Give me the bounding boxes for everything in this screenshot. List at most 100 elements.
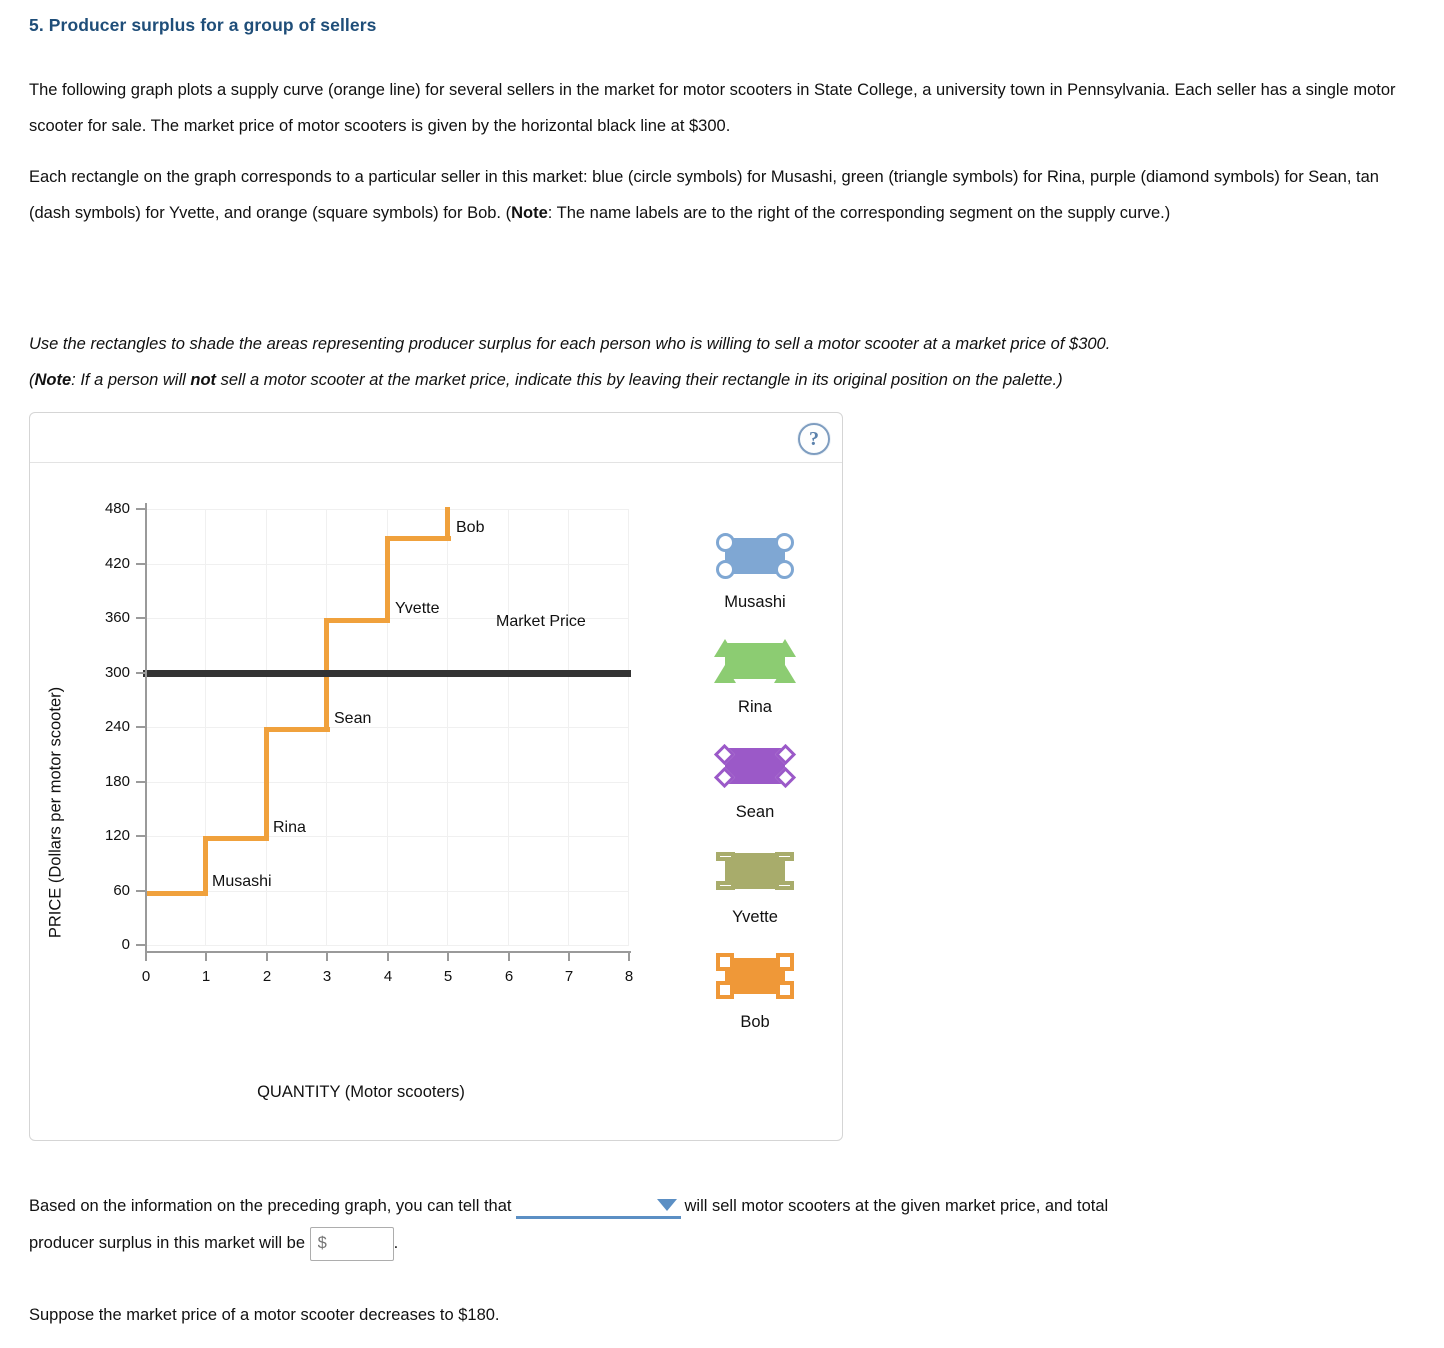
gridline-h <box>145 727 629 728</box>
gridline-h <box>145 782 629 783</box>
instruction-text-a: : If a person will <box>71 371 191 389</box>
resize-handle-circle-icon[interactable] <box>716 560 735 579</box>
resize-handle-dash-icon[interactable] <box>716 852 735 861</box>
chevron-down-icon[interactable] <box>656 1198 677 1211</box>
supply-step-musashi <box>145 891 208 896</box>
palette-item-musashi[interactable]: Musashi <box>670 533 840 612</box>
dropdown-underline <box>515 1215 681 1219</box>
resize-handle-triangle-icon[interactable] <box>774 665 796 683</box>
y-tick-label: 480 <box>104 500 130 517</box>
y-tick <box>136 617 146 619</box>
resize-handle-square-icon[interactable] <box>776 953 794 971</box>
resize-handle-dash-icon[interactable] <box>775 881 794 890</box>
y-tick-label: 300 <box>104 664 130 681</box>
palette-item-bob[interactable]: Bob <box>670 953 840 1032</box>
y-tick-label: 120 <box>104 827 130 844</box>
resize-handle-triangle-icon[interactable] <box>714 665 736 683</box>
x-tick-label: 4 <box>383 968 393 985</box>
help-icon[interactable]: ? <box>798 423 830 455</box>
y-axis-line <box>145 503 147 952</box>
supply-step-sean <box>264 727 330 732</box>
x-tick <box>326 951 328 961</box>
instruction-line-1: Use the rectangles to shade the areas re… <box>29 335 1111 353</box>
conclusion-text-a: Based on the information on the precedin… <box>29 1197 512 1215</box>
resize-handle-square-icon[interactable] <box>716 981 734 999</box>
resize-handle-dash-icon[interactable] <box>716 881 735 890</box>
graph-panel: ? PRICE (Dollars per motor scooter) QUAN… <box>29 412 843 1141</box>
y-tick <box>136 726 146 728</box>
paragraph-2-text-b: : The name labels are to the right of th… <box>547 204 1171 222</box>
x-tick-label: 7 <box>564 968 574 985</box>
producer-surplus-input[interactable] <box>309 1226 394 1261</box>
curve-annotation-rina: Rina <box>273 819 306 836</box>
y-tick <box>136 508 146 510</box>
resize-handle-triangle-icon[interactable] <box>774 639 796 657</box>
x-tick <box>568 951 570 961</box>
plot-wrapper: PRICE (Dollars per motor scooter) QUANTI… <box>30 463 844 1141</box>
y-tick-label: 420 <box>104 555 130 572</box>
resize-handle-square-icon[interactable] <box>716 953 734 971</box>
paragraph-2-note-word: Note <box>511 204 548 222</box>
resize-handle-dash-icon[interactable] <box>775 852 794 861</box>
paragraph-2-text-a: Each rectangle on the graph corresponds … <box>29 168 1379 222</box>
conclusion-text-c: producer surplus in this market will be <box>29 1234 306 1252</box>
period-text: . <box>393 1234 399 1252</box>
palette-rectangle-musashi[interactable] <box>716 533 794 579</box>
y-tick-label: 0 <box>121 936 130 953</box>
market-price-line <box>143 670 631 677</box>
supply-riser-4 <box>385 536 390 623</box>
y-tick <box>136 835 146 837</box>
y-tick <box>136 563 146 565</box>
followup-sentence: Suppose the market price of a motor scoo… <box>29 1306 500 1324</box>
seller-dropdown[interactable] <box>515 1195 681 1219</box>
supply-riser-1 <box>203 836 208 896</box>
resize-handle-circle-icon[interactable] <box>775 533 794 552</box>
palette-rectangle-rina[interactable] <box>714 638 796 684</box>
conclusion-line-1: Based on the information on the precedin… <box>29 1188 1108 1224</box>
intro-paragraph-2: Each rectangle on the graph corresponds … <box>29 159 1399 231</box>
y-tick <box>136 890 146 892</box>
instruction-block: Use the rectangles to shade the areas re… <box>29 326 1399 398</box>
y-tick <box>136 944 146 946</box>
y-tick-label: 240 <box>104 718 130 735</box>
y-tick-label: 60 <box>113 882 130 899</box>
palette-item-yvette[interactable]: Yvette <box>670 848 840 927</box>
y-tick <box>136 672 146 674</box>
y-tick <box>136 781 146 783</box>
palette-item-rina[interactable]: Rina <box>670 638 840 717</box>
curve-annotation-musashi: Musashi <box>212 873 272 890</box>
conclusion-line-2: producer surplus in this market will be … <box>29 1225 398 1261</box>
curve-annotation-yvette: Yvette <box>395 600 440 617</box>
supply-step-rina <box>203 836 269 841</box>
palette-rectangle-sean[interactable] <box>713 743 797 789</box>
x-tick <box>266 951 268 961</box>
resize-handle-square-icon[interactable] <box>776 981 794 999</box>
supply-step-bob <box>385 536 451 541</box>
intro-paragraph-1: The following graph plots a supply curve… <box>29 81 1396 135</box>
x-tick-label: 6 <box>504 968 514 985</box>
supply-riser-5 <box>445 507 450 541</box>
resize-handle-circle-icon[interactable] <box>775 560 794 579</box>
palette-rectangle-bob[interactable] <box>716 953 794 999</box>
gridline-h <box>145 945 629 946</box>
x-tick <box>447 951 449 961</box>
panel-header: ? <box>30 413 842 463</box>
instruction-line-2: (Note: If a person will not sell a motor… <box>29 362 1399 398</box>
x-tick <box>145 951 147 961</box>
palette-item-sean[interactable]: Sean <box>670 743 840 822</box>
x-axis-label: QUANTITY (Motor scooters) <box>257 1083 465 1101</box>
x-tick-label: 3 <box>322 968 332 985</box>
x-tick <box>387 951 389 961</box>
palette-label-yvette: Yvette <box>732 908 778 926</box>
x-tick <box>205 951 207 961</box>
x-tick-label: 2 <box>262 968 272 985</box>
y-tick-label: 180 <box>104 773 130 790</box>
y-tick-label: 360 <box>104 609 130 626</box>
palette-body[interactable] <box>725 958 785 994</box>
palette-rectangle-yvette[interactable] <box>716 848 794 894</box>
resize-handle-triangle-icon[interactable] <box>714 639 736 657</box>
resize-handle-circle-icon[interactable] <box>716 533 735 552</box>
palette-label-bob: Bob <box>740 1013 770 1031</box>
instruction-not-word: not <box>190 371 217 389</box>
